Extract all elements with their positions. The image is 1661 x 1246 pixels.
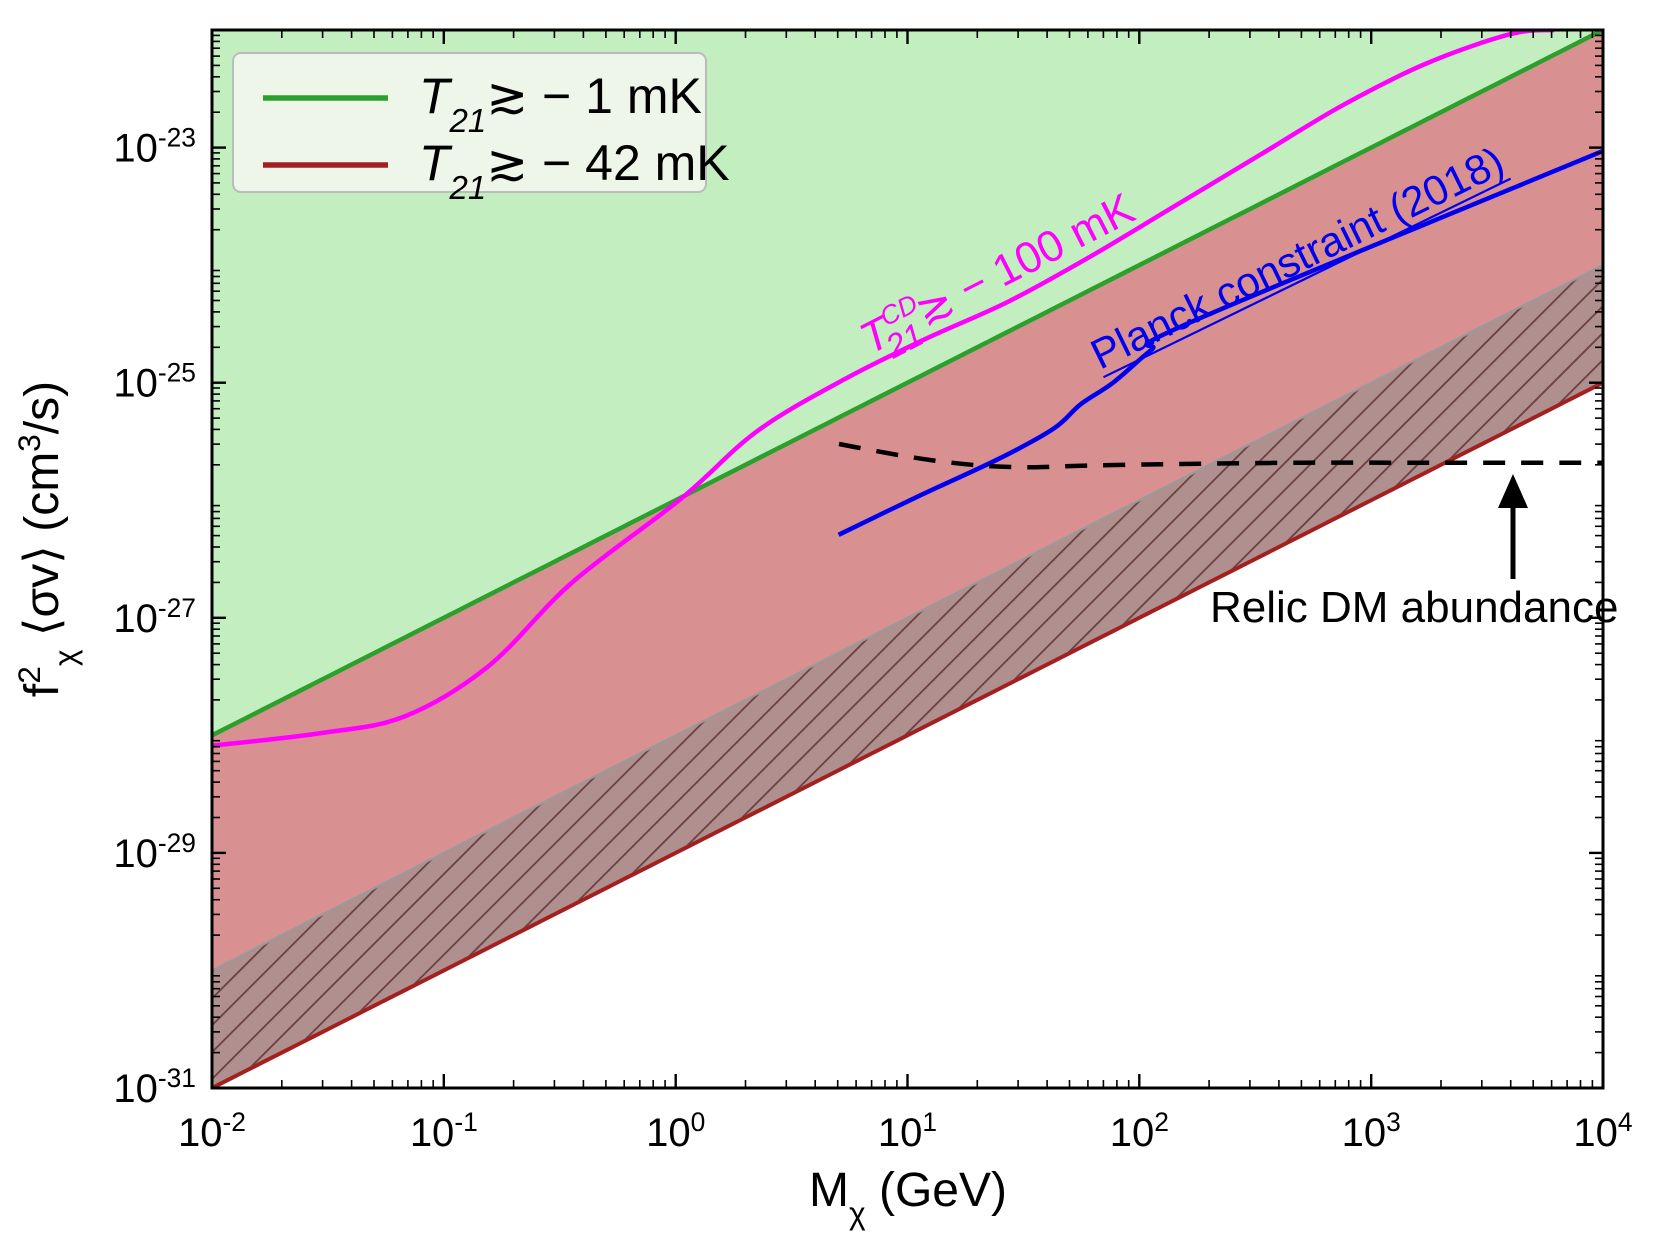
svg-text:Mχ (GeV): Mχ (GeV) <box>809 1164 1007 1231</box>
svg-text:100: 100 <box>646 1107 705 1155</box>
svg-text:10-31: 10-31 <box>113 1063 196 1111</box>
svg-text:104: 104 <box>1573 1107 1632 1155</box>
svg-text:10-1: 10-1 <box>410 1107 478 1155</box>
svg-text:103: 103 <box>1342 1107 1401 1155</box>
svg-text:Relic DM abundance: Relic DM abundance <box>1210 583 1618 632</box>
svg-text:102: 102 <box>1110 1107 1169 1155</box>
svg-text:10-23: 10-23 <box>113 123 196 171</box>
svg-text:10-2: 10-2 <box>178 1107 246 1155</box>
svg-text:f2χ ⟨σv⟩ (cm3/s): f2χ ⟨σv⟩ (cm3/s) <box>11 381 83 697</box>
svg-text:101: 101 <box>878 1107 937 1155</box>
svg-text:10-27: 10-27 <box>113 593 196 641</box>
svg-text:10-25: 10-25 <box>113 358 196 406</box>
svg-text:10-29: 10-29 <box>113 828 196 876</box>
